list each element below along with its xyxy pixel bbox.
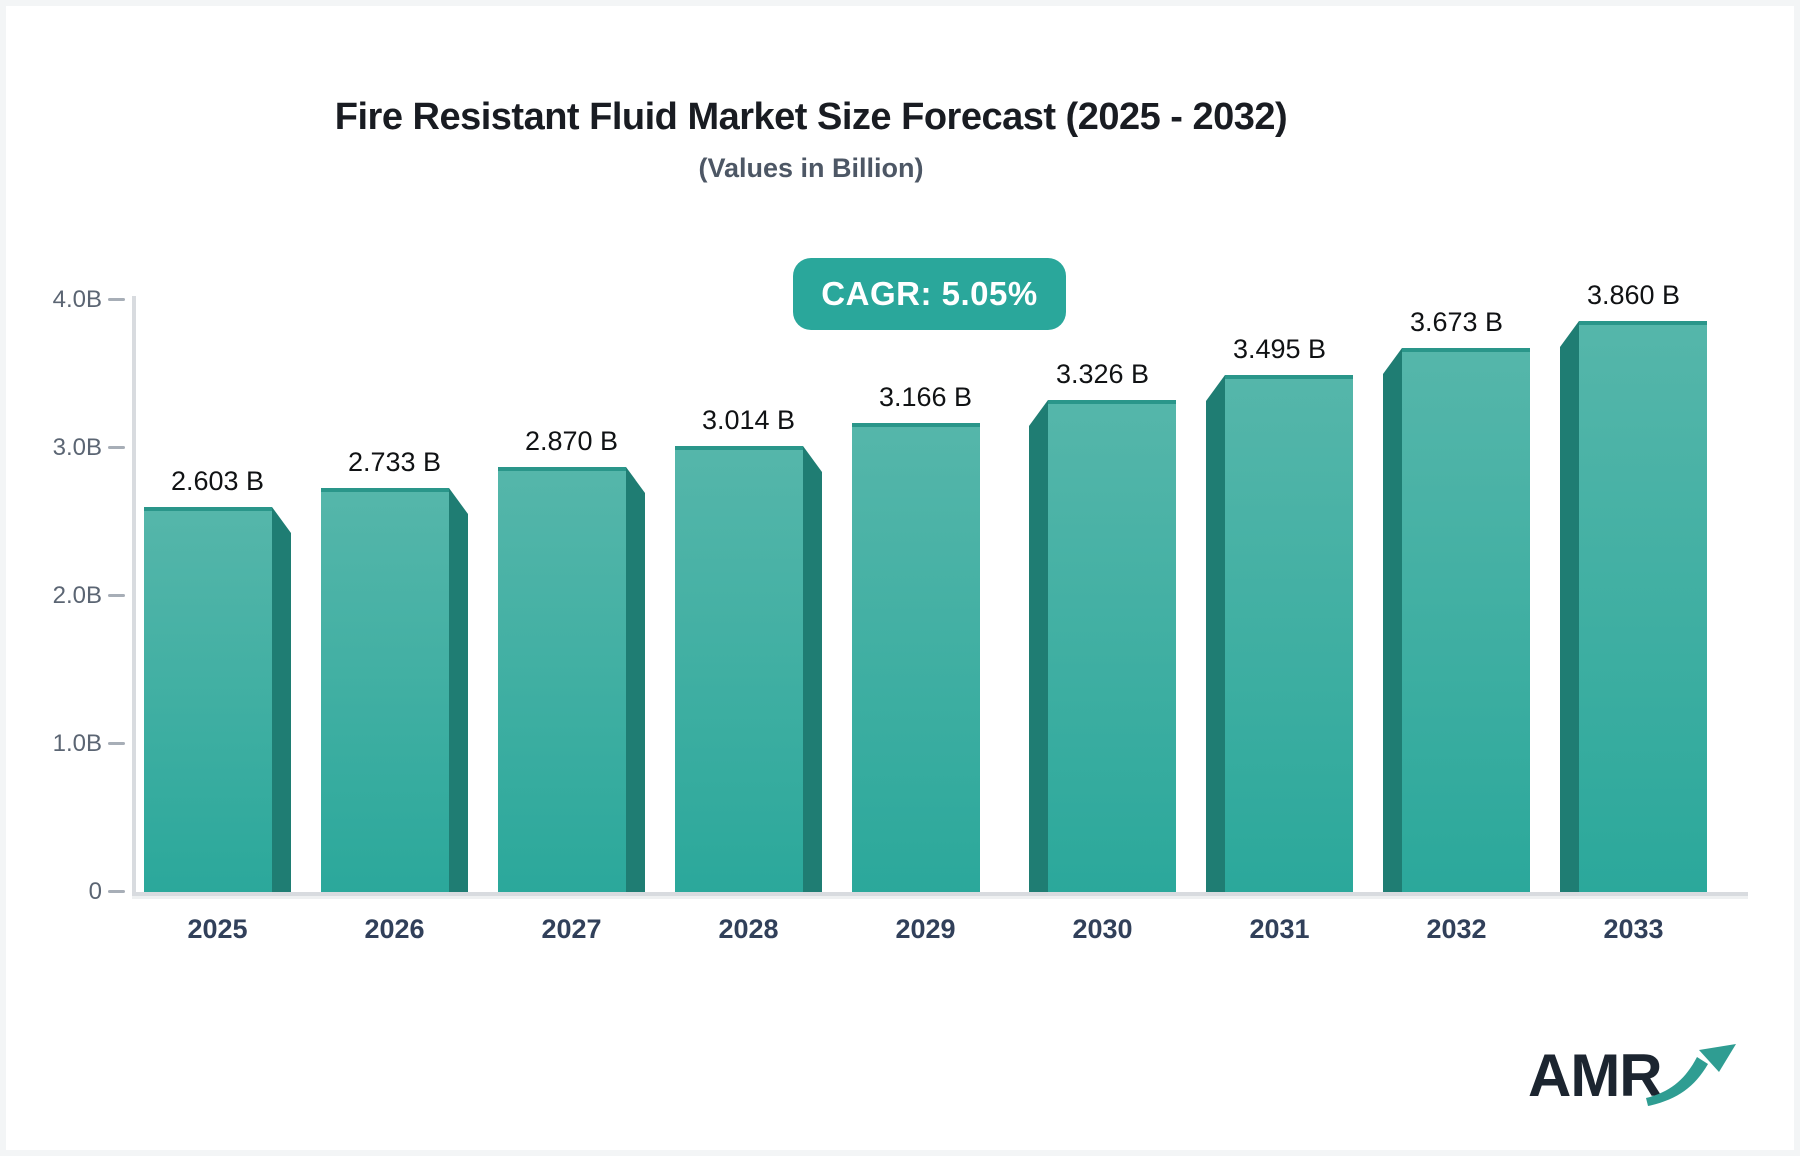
chart-subtitle: (Values in Billion) [698, 153, 924, 183]
bar-2029 [852, 423, 980, 892]
bar-2027 [498, 467, 626, 892]
bar-value-label-2025: 2.603 B [170, 466, 265, 496]
bar-side-face-2027 [626, 467, 645, 892]
bar-value-label-2030: 3.326 B [1055, 359, 1150, 389]
y-axis-tick-label: 2.0B [52, 582, 102, 609]
x-axis-baseline [132, 892, 1748, 896]
cagr-badge-label: CAGR: 5.05% [821, 275, 1038, 312]
y-axis-tick-label: 0 [88, 878, 102, 905]
bar-2030 [1048, 400, 1176, 892]
bar-2025 [144, 507, 272, 892]
bar-2028 [675, 446, 803, 892]
bar-side-face-2028 [803, 446, 822, 892]
y-axis-tick-mark [108, 594, 125, 597]
x-axis-label-2026: 2026 [364, 914, 425, 944]
y-axis-tick-label: 1.0B [52, 730, 102, 757]
amr-logo: AMR [1528, 1042, 1742, 1110]
chart-header: Fire Resistant Fluid Market Size Forecas… [6, 96, 1616, 184]
bar-2033 [1579, 321, 1707, 892]
y-axis-line [132, 296, 136, 896]
page-title: Fire Resistant Fluid Market Size Forecas… [334, 96, 1288, 138]
y-axis-tick-mark [108, 890, 125, 893]
bar-side-face-2025 [272, 507, 291, 892]
x-axis-label-2032: 2032 [1426, 914, 1487, 944]
bar-2032 [1402, 348, 1530, 892]
y-axis-tick-mark [108, 298, 125, 301]
bar-value-label-2027: 2.870 B [524, 426, 619, 456]
y-axis-tick-mark [108, 446, 125, 449]
cagr-badge: CAGR: 5.05% [793, 258, 1066, 330]
y-axis-tick-mark [108, 742, 125, 745]
bar-side-face-2030 [1029, 400, 1048, 892]
bar-2026 [321, 488, 449, 892]
chart-card: Fire Resistant Fluid Market Size Forecas… [6, 6, 1794, 1150]
bar-value-label-2026: 2.733 B [347, 447, 442, 477]
x-axis-label-2029: 2029 [895, 914, 956, 944]
bar-value-label-2028: 3.014 B [701, 405, 796, 435]
y-axis-tick-label: 4.0B [52, 286, 102, 313]
trend-up-arrow-icon [1645, 1044, 1736, 1106]
bar-value-label-2032: 3.673 B [1409, 307, 1504, 337]
bar-2031 [1225, 375, 1353, 892]
bar-value-label-2029: 3.166 B [878, 382, 973, 412]
bar-value-label-2033: 3.860 B [1586, 280, 1681, 310]
bar-side-face-2032 [1383, 348, 1402, 892]
x-axis-label-2031: 2031 [1249, 914, 1310, 944]
x-axis-label-2025: 2025 [187, 914, 248, 944]
y-axis-tick-label: 3.0B [52, 434, 102, 461]
x-axis-label-2030: 2030 [1072, 914, 1133, 944]
x-axis-label-2027: 2027 [541, 914, 602, 944]
x-axis-label-2033: 2033 [1603, 914, 1664, 944]
bar-side-face-2026 [449, 488, 468, 892]
bar-side-face-2031 [1206, 375, 1225, 892]
x-axis-label-2028: 2028 [718, 914, 779, 944]
bar-value-label-2031: 3.495 B [1232, 334, 1327, 364]
bar-side-face-2033 [1560, 321, 1579, 892]
amr-logo-text: AMR [1528, 1042, 1663, 1109]
